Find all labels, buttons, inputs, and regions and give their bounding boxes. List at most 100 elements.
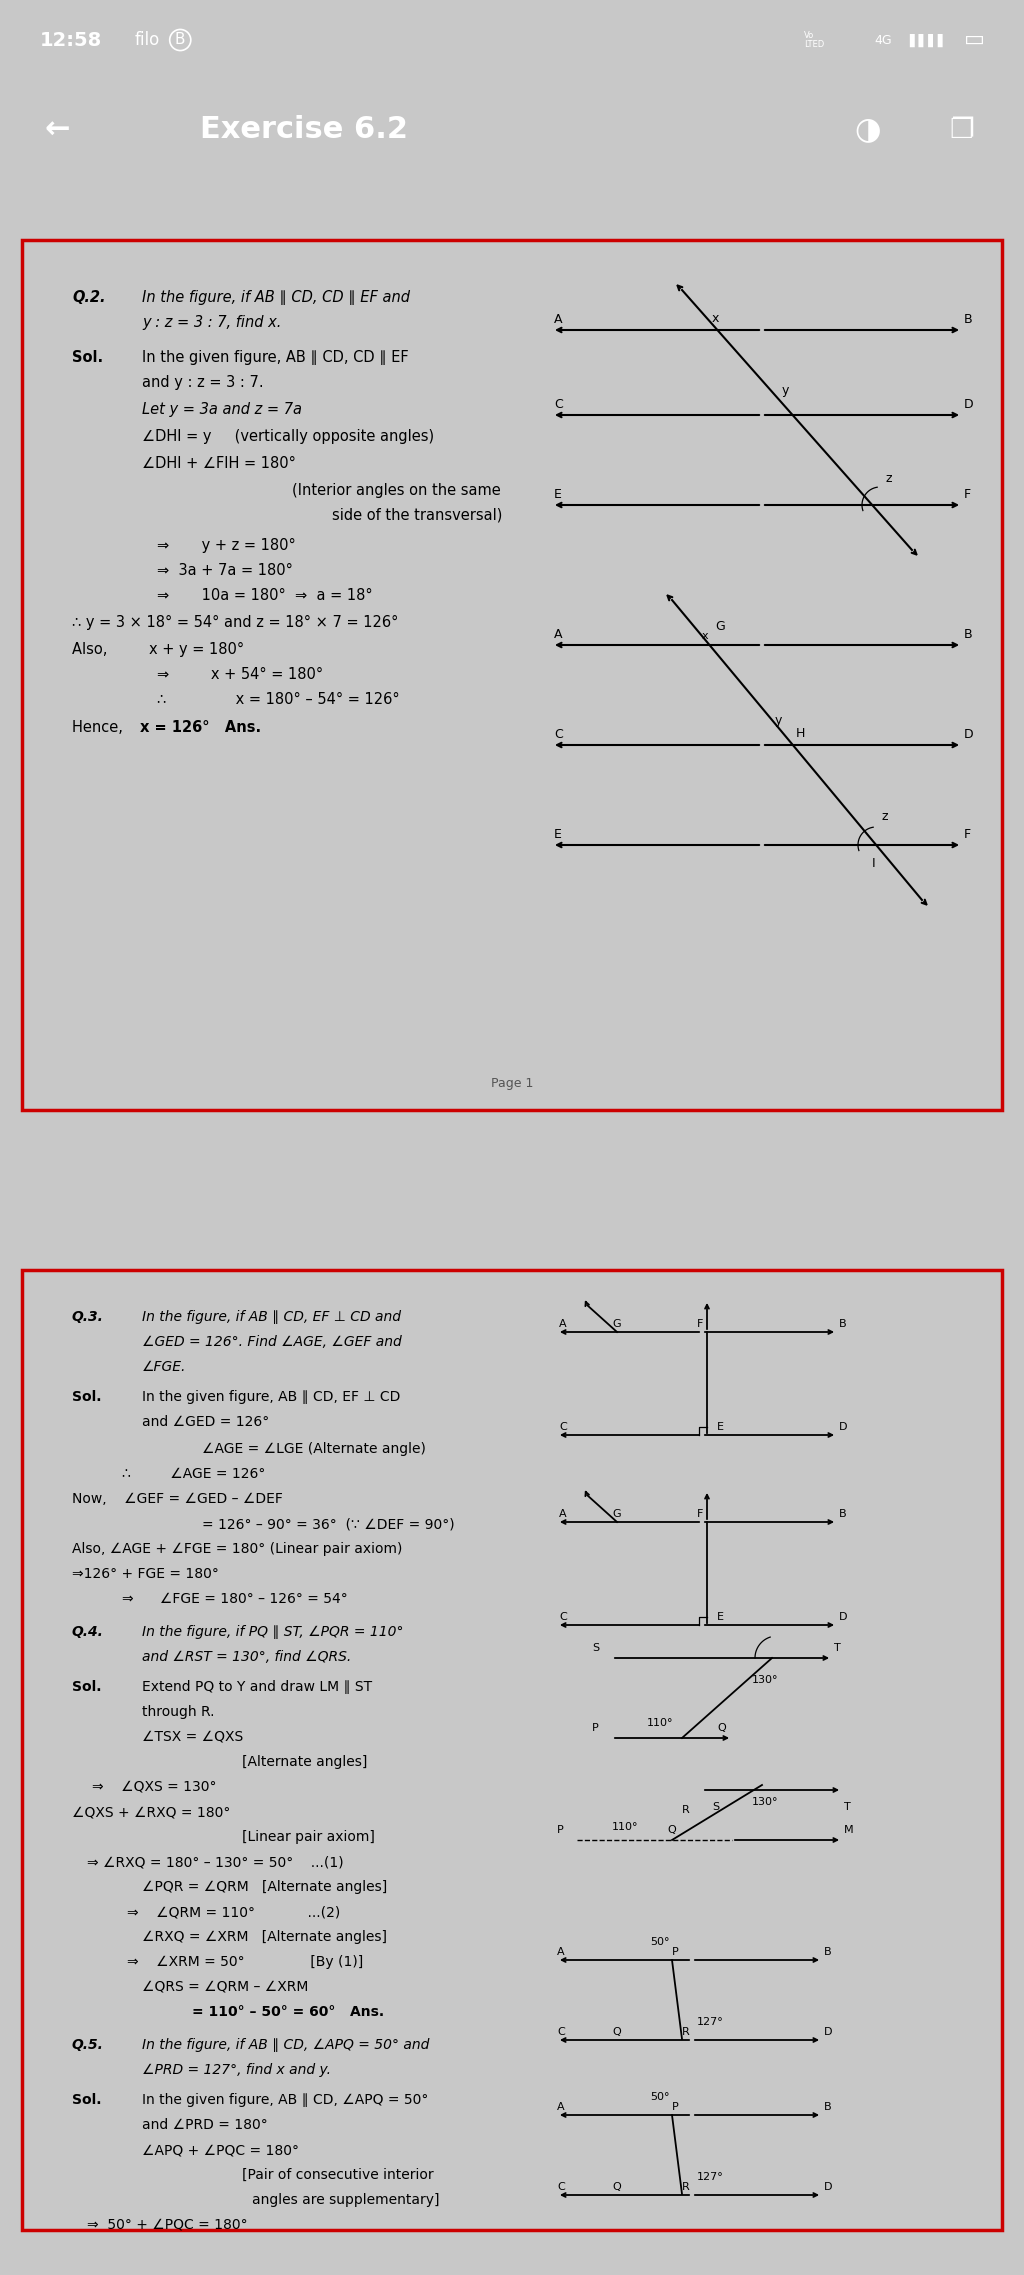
- Text: C: C: [557, 2182, 565, 2193]
- Text: In the given figure, AB ∥ CD, EF ⊥ CD: In the given figure, AB ∥ CD, EF ⊥ CD: [142, 1390, 400, 1404]
- Text: [Linear pair axiom]: [Linear pair axiom]: [242, 1829, 375, 1845]
- Text: y : z = 3 : 7, find x.: y : z = 3 : 7, find x.: [142, 314, 282, 330]
- Text: Q: Q: [667, 1825, 676, 1836]
- Text: ∴ y = 3 × 18° = 54° and z = 18° × 7 = 126°: ∴ y = 3 × 18° = 54° and z = 18° × 7 = 12…: [72, 614, 398, 630]
- Text: F: F: [964, 828, 971, 842]
- Text: = 126° – 90° = 36°  (∵ ∠DEF = 90°): = 126° – 90° = 36° (∵ ∠DEF = 90°): [202, 1517, 455, 1531]
- Text: Sol.: Sol.: [72, 350, 103, 364]
- Text: A: A: [554, 314, 562, 325]
- Text: A: A: [559, 1320, 566, 1329]
- Text: B: B: [839, 1320, 847, 1329]
- Text: T: T: [844, 1802, 851, 1811]
- Text: 110°: 110°: [612, 1822, 639, 1831]
- Text: B: B: [824, 1947, 831, 1956]
- Text: ←: ←: [45, 116, 71, 146]
- Text: R: R: [682, 2027, 690, 2036]
- Text: ▐▐▐▐: ▐▐▐▐: [904, 34, 942, 46]
- Text: through R.: through R.: [142, 1704, 214, 1720]
- Text: In the figure, if PQ ∥ ST, ∠PQR = 110°: In the figure, if PQ ∥ ST, ∠PQR = 110°: [142, 1624, 403, 1638]
- Text: ⇒  50° + ∠PQC = 180°: ⇒ 50° + ∠PQC = 180°: [87, 2218, 248, 2232]
- Text: 4G: 4G: [874, 34, 892, 46]
- Text: ⇒      ∠FGE = 180° – 126° = 54°: ⇒ ∠FGE = 180° – 126° = 54°: [122, 1592, 348, 1606]
- Text: ⇒    ∠QRM = 110°            ...(2): ⇒ ∠QRM = 110° ...(2): [127, 1904, 340, 1920]
- Text: In the figure, if AB ∥ CD, EF ⊥ CD and: In the figure, if AB ∥ CD, EF ⊥ CD and: [142, 1310, 401, 1324]
- Text: S: S: [592, 1643, 599, 1654]
- Text: B: B: [175, 32, 185, 48]
- Text: side of the transversal): side of the transversal): [332, 507, 503, 523]
- Text: F: F: [964, 489, 971, 500]
- Text: In the given figure, AB ∥ CD, ∠APQ = 50°: In the given figure, AB ∥ CD, ∠APQ = 50°: [142, 2093, 428, 2107]
- Text: 127°: 127°: [697, 2173, 724, 2182]
- Text: A: A: [557, 2102, 564, 2111]
- Text: ⇒       10a = 180°  ⇒  a = 18°: ⇒ 10a = 180° ⇒ a = 18°: [157, 587, 373, 603]
- Text: R: R: [682, 1804, 690, 1815]
- Text: C: C: [557, 2027, 565, 2036]
- Text: ◑: ◑: [854, 116, 881, 146]
- Text: 110°: 110°: [647, 1718, 674, 1729]
- Text: D: D: [964, 398, 974, 412]
- Text: E: E: [717, 1422, 724, 1431]
- Text: ❐: ❐: [949, 116, 974, 143]
- Text: z: z: [881, 810, 888, 824]
- Text: B: B: [839, 1508, 847, 1520]
- Text: H: H: [796, 728, 805, 739]
- Text: C: C: [554, 398, 563, 412]
- Text: ∠GED = 126°. Find ∠AGE, ∠GEF and: ∠GED = 126°. Find ∠AGE, ∠GEF and: [142, 1335, 401, 1349]
- Text: ∠FGE.: ∠FGE.: [142, 1360, 186, 1374]
- Text: Sol.: Sol.: [72, 1390, 101, 1404]
- Text: F: F: [697, 1320, 703, 1329]
- Text: ⇒         x + 54° = 180°: ⇒ x + 54° = 180°: [157, 667, 324, 682]
- Text: Vo
LTED: Vo LTED: [804, 30, 824, 50]
- Text: A: A: [554, 628, 562, 642]
- Text: y: y: [781, 384, 788, 398]
- Text: ∴               x = 180° – 54° = 126°: ∴ x = 180° – 54° = 126°: [157, 692, 399, 708]
- Text: 130°: 130°: [752, 1797, 778, 1806]
- Text: M: M: [844, 1825, 854, 1836]
- Text: ⇒  3a + 7a = 180°: ⇒ 3a + 7a = 180°: [157, 562, 293, 578]
- Text: P: P: [672, 1947, 679, 1956]
- Text: [Alternate angles]: [Alternate angles]: [242, 1754, 368, 1770]
- Text: ∠PRD = 127°, find x and y.: ∠PRD = 127°, find x and y.: [142, 2063, 331, 2077]
- Text: D: D: [824, 2027, 833, 2036]
- Text: G: G: [715, 621, 725, 632]
- Text: ∠DHI + ∠FIH = 180°: ∠DHI + ∠FIH = 180°: [142, 455, 296, 471]
- Text: B: B: [964, 314, 973, 325]
- Text: G: G: [612, 1320, 621, 1329]
- Text: and y : z = 3 : 7.: and y : z = 3 : 7.: [142, 375, 263, 389]
- Text: 50°: 50°: [650, 1936, 670, 1947]
- Text: ∠APQ + ∠PQC = 180°: ∠APQ + ∠PQC = 180°: [142, 2143, 299, 2157]
- Text: ∠RXQ = ∠XRM   [Alternate angles]: ∠RXQ = ∠XRM [Alternate angles]: [142, 1929, 387, 1945]
- Text: B: B: [964, 628, 973, 642]
- Text: S: S: [712, 1802, 719, 1811]
- Text: (Interior angles on the same: (Interior angles on the same: [292, 482, 501, 498]
- Text: = 110° – 50° = 60°   Ans.: = 110° – 50° = 60° Ans.: [193, 2004, 384, 2018]
- Text: Q.5.: Q.5.: [72, 2038, 103, 2052]
- Text: In the figure, if AB ∥ CD, ∠APQ = 50° and: In the figure, if AB ∥ CD, ∠APQ = 50° an…: [142, 2038, 429, 2052]
- Text: E: E: [554, 828, 562, 842]
- Text: In the figure, if AB ∥ CD, CD ∥ EF and: In the figure, if AB ∥ CD, CD ∥ EF and: [142, 289, 410, 305]
- Text: Q.3.: Q.3.: [72, 1310, 103, 1324]
- Text: A: A: [557, 1947, 564, 1956]
- Text: and ∠PRD = 180°: and ∠PRD = 180°: [142, 2118, 267, 2132]
- Text: C: C: [559, 1422, 566, 1431]
- Text: Sol.: Sol.: [72, 1679, 101, 1695]
- Text: ∠TSX = ∠QXS: ∠TSX = ∠QXS: [142, 1729, 244, 1745]
- Text: y: y: [774, 714, 781, 728]
- Text: ∠AGE = ∠LGE (Alternate angle): ∠AGE = ∠LGE (Alternate angle): [202, 1442, 426, 1456]
- Text: P: P: [592, 1722, 599, 1734]
- Text: x: x: [712, 312, 719, 325]
- Text: filo: filo: [135, 32, 160, 50]
- Text: z: z: [885, 471, 892, 485]
- Text: ⇒    ∠XRM = 50°               [By (1)]: ⇒ ∠XRM = 50° [By (1)]: [127, 1954, 364, 1968]
- Text: F: F: [697, 1508, 703, 1520]
- Text: B: B: [824, 2102, 831, 2111]
- Text: Q: Q: [717, 1722, 726, 1734]
- Text: E: E: [717, 1613, 724, 1622]
- Text: Also,         x + y = 180°: Also, x + y = 180°: [72, 642, 244, 657]
- Text: P: P: [557, 1825, 564, 1836]
- Text: ⇒       y + z = 180°: ⇒ y + z = 180°: [157, 537, 296, 553]
- Text: ⇒ ∠RXQ = 180° – 130° = 50°    ...(1): ⇒ ∠RXQ = 180° – 130° = 50° ...(1): [87, 1854, 344, 1870]
- Text: R: R: [682, 2182, 690, 2193]
- Text: C: C: [559, 1613, 566, 1622]
- Text: G: G: [612, 1508, 621, 1520]
